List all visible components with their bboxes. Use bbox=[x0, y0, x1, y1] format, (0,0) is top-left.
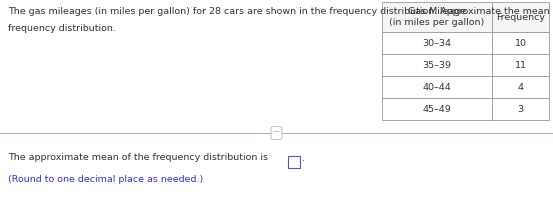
Bar bbox=[382, 98, 492, 120]
Bar bbox=[492, 32, 549, 54]
Text: ···: ··· bbox=[273, 128, 280, 138]
Text: Gas Mileage
(in miles per gallon): Gas Mileage (in miles per gallon) bbox=[389, 7, 484, 27]
Text: 35–39: 35–39 bbox=[422, 60, 451, 69]
Bar bbox=[492, 98, 549, 120]
Text: The approximate mean of the frequency distribution is: The approximate mean of the frequency di… bbox=[8, 153, 268, 162]
Text: frequency distribution.: frequency distribution. bbox=[8, 24, 116, 33]
Text: 45–49: 45–49 bbox=[422, 105, 451, 114]
Bar bbox=[382, 2, 492, 32]
Bar bbox=[288, 155, 300, 167]
Text: (Round to one decimal place as needed.): (Round to one decimal place as needed.) bbox=[8, 175, 204, 184]
Text: 11: 11 bbox=[514, 60, 526, 69]
Bar bbox=[492, 2, 549, 32]
Bar bbox=[382, 32, 492, 54]
Text: 4: 4 bbox=[518, 82, 524, 92]
Text: 3: 3 bbox=[518, 105, 524, 114]
Text: Frequency: Frequency bbox=[496, 13, 545, 22]
Bar bbox=[492, 76, 549, 98]
Text: 10: 10 bbox=[514, 39, 526, 47]
Bar bbox=[492, 54, 549, 76]
Text: The gas mileages (in miles per gallon) for 28 cars are shown in the frequency di: The gas mileages (in miles per gallon) f… bbox=[8, 7, 553, 16]
Bar bbox=[382, 76, 492, 98]
Bar bbox=[382, 54, 492, 76]
Text: 40–44: 40–44 bbox=[422, 82, 451, 92]
Text: 30–34: 30–34 bbox=[422, 39, 451, 47]
Text: .: . bbox=[302, 154, 305, 163]
